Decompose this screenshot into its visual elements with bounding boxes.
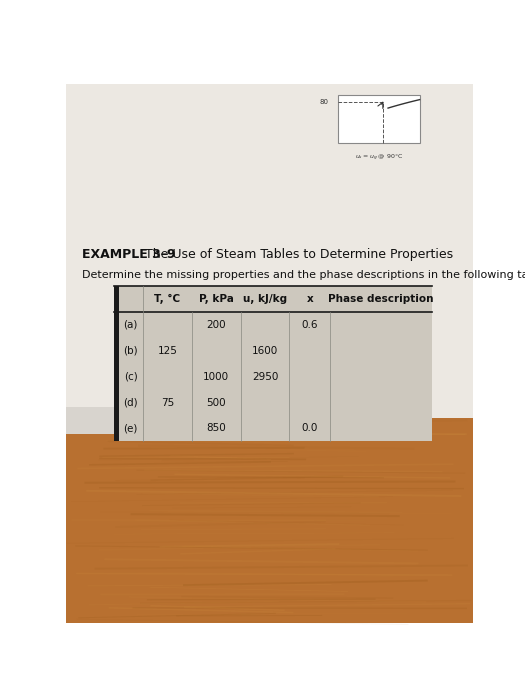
Bar: [66, 418, 472, 623]
Text: 1000: 1000: [203, 372, 229, 382]
Bar: [66, 84, 472, 418]
Text: 2950: 2950: [252, 372, 278, 382]
Text: 0.6: 0.6: [301, 320, 318, 330]
Text: 200: 200: [206, 320, 226, 330]
Bar: [338, 94, 419, 144]
Text: x: x: [307, 294, 313, 304]
Bar: [66, 407, 127, 434]
Text: 1600: 1600: [252, 346, 278, 356]
Text: 850: 850: [206, 424, 226, 433]
Text: Determine the missing properties and the phase descriptions in the following tab: Determine the missing properties and the…: [82, 270, 525, 280]
Text: T, °C: T, °C: [154, 294, 181, 304]
Text: (a): (a): [123, 320, 138, 330]
Text: 75: 75: [161, 398, 174, 407]
Text: $u_s = u_g$ @ 90°C: $u_s = u_g$ @ 90°C: [355, 153, 403, 163]
Text: 500: 500: [206, 398, 226, 407]
Text: (e): (e): [123, 424, 138, 433]
Text: 125: 125: [158, 346, 177, 356]
Text: Phase description: Phase description: [328, 294, 434, 304]
Text: EXAMPLE 3–9: EXAMPLE 3–9: [82, 248, 175, 261]
Text: u, kJ/kg: u, kJ/kg: [243, 294, 287, 304]
Text: (d): (d): [123, 398, 138, 407]
Text: 80: 80: [319, 99, 328, 105]
Text: The Use of Steam Tables to Determine Properties: The Use of Steam Tables to Determine Pro…: [137, 248, 453, 261]
Text: 0.0: 0.0: [301, 424, 318, 433]
Text: (b): (b): [123, 346, 138, 356]
Bar: [114, 286, 119, 442]
Text: P, kPa: P, kPa: [199, 294, 234, 304]
Text: (c): (c): [124, 372, 138, 382]
Bar: [119, 286, 432, 442]
